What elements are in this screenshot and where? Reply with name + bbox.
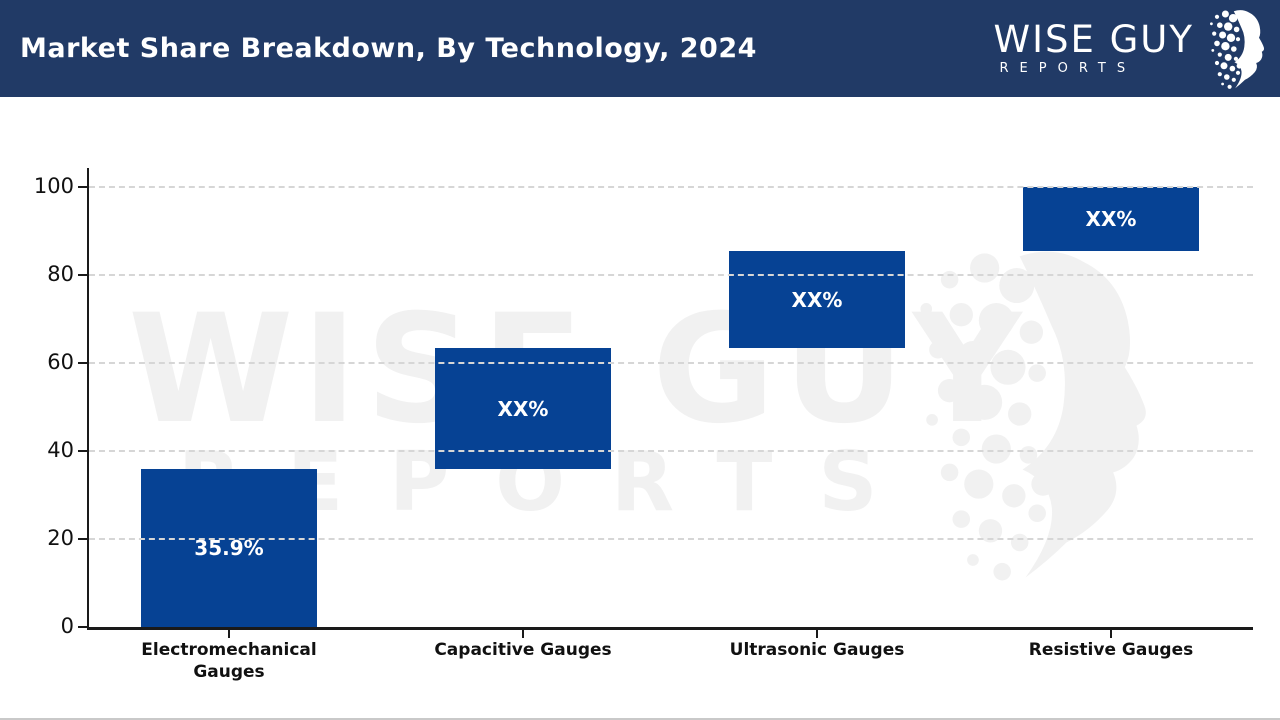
- bar-value-label-resistive-gauges: XX%: [1085, 206, 1137, 231]
- bar-electromechanical-gauges: [141, 469, 317, 627]
- logo-subtitle: REPORTS: [999, 61, 1137, 76]
- x-tick-mark-resistive-gauges: [1110, 630, 1112, 638]
- y-tick-label-60: 60: [47, 350, 74, 374]
- x-category-label-ultrasonic-gauges: Ultrasonic Gauges: [729, 640, 905, 660]
- bar-value-label-electromechanical-gauges: 35.9%: [194, 536, 264, 561]
- bar-capacitive-gauges: [435, 348, 611, 470]
- x-category-label-capacitive-gauges: Capacitive Gauges: [434, 640, 612, 660]
- y-tick-mark-0: [78, 626, 87, 628]
- bar-ultrasonic-gauges: [729, 250, 905, 349]
- y-tick-mark-80: [78, 274, 87, 276]
- y-tick-label-20: 20: [47, 526, 74, 550]
- bar-value-label-ultrasonic-gauges: XX%: [791, 287, 843, 312]
- x-tick-mark-electromechanical-gauges: [228, 630, 230, 638]
- y-tick-mark-60: [78, 362, 87, 364]
- y-tick-mark-20: [78, 538, 87, 540]
- page-title: Market Share Breakdown, By Technology, 2…: [20, 33, 757, 64]
- x-category-label-electromechanical-gauges: Electromechanical Gauges: [141, 640, 317, 683]
- y-tick-mark-100: [78, 186, 87, 188]
- logo-wordmark: WISE GUY: [993, 18, 1194, 61]
- y-tick-label-0: 0: [60, 614, 74, 638]
- gridline-40: [89, 450, 1253, 452]
- gridline-20: [89, 538, 1253, 540]
- bar-resistive-gauges: [1023, 187, 1199, 251]
- dotted-head-icon: [1210, 9, 1265, 89]
- y-tick-label-100: 100: [33, 174, 74, 198]
- y-tick-label-40: 40: [47, 438, 74, 462]
- gridline-60: [89, 362, 1253, 364]
- x-tick-mark-capacitive-gauges: [522, 630, 524, 638]
- y-axis-spine: [87, 168, 89, 630]
- x-category-label-resistive-gauges: Resistive Gauges: [1028, 640, 1194, 660]
- header-bar: Market Share Breakdown, By Technology, 2…: [0, 0, 1280, 97]
- gridline-100: [89, 186, 1253, 188]
- gridline-80: [89, 274, 1253, 276]
- y-tick-mark-40: [78, 450, 87, 452]
- wiseguy-logo-text: WISE GUY REPORTS: [994, 21, 1194, 76]
- x-axis-spine: [87, 627, 1253, 630]
- bar-value-label-capacitive-gauges: XX%: [497, 396, 549, 421]
- y-tick-label-80: 80: [47, 262, 74, 286]
- x-tick-mark-ultrasonic-gauges: [816, 630, 818, 638]
- wiseguy-logo: WISE GUY REPORTS: [994, 7, 1266, 91]
